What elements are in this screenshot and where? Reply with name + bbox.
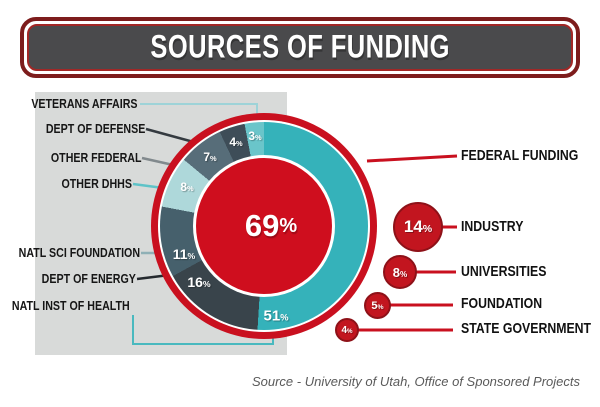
- label-other-dhhs: OTHER DHHS: [61, 176, 132, 191]
- bubble-foundation: 5%: [364, 292, 391, 319]
- page-title: SOURCES OF FUNDING: [150, 29, 450, 65]
- segment-label-natl-sci-foundation: 11%: [172, 246, 196, 262]
- label-natl-sci-foundation: NATL SCI FOUNDATION: [18, 245, 140, 260]
- label-universities: UNIVERSITIES: [461, 263, 547, 280]
- title-banner-inner: SOURCES OF FUNDING: [27, 24, 573, 71]
- source-attribution: Source - University of Utah, Office of S…: [251, 374, 580, 389]
- label-other-federal: OTHER FEDERAL: [50, 150, 141, 165]
- label-dept-of-defense: DEPT OF DEFENSE: [45, 121, 145, 136]
- segment-label-dept-of-defense: 4%: [229, 135, 243, 149]
- bubble-industry: 14%: [393, 202, 443, 252]
- label-state-government: STATE GOVERNMENT: [461, 320, 592, 337]
- title-banner: SOURCES OF FUNDING: [20, 17, 580, 78]
- label-dept-of-energy: DEPT OF ENERGY: [41, 271, 136, 286]
- connector-federal-funding: [366, 154, 458, 163]
- segment-label-other-federal: 7%: [203, 150, 217, 164]
- segment-label-veterans-affairs: 3%: [248, 129, 262, 143]
- bubble-state-government: 4%: [335, 318, 359, 342]
- center-percent: 69%: [244, 208, 298, 243]
- label-natl-inst-of-health: NATL INST OF HEALTH: [12, 298, 130, 313]
- segment-label-natl-inst-of-health: 51%: [263, 307, 289, 325]
- donut-chart: 69% 51% 16% 11% 8% 7% 4% 3%: [151, 113, 377, 339]
- donut-center: 69%: [196, 158, 332, 294]
- bubble-universities: 8%: [383, 255, 417, 289]
- label-foundation: FOUNDATION: [461, 295, 543, 312]
- label-federal-funding: FEDERAL FUNDING: [461, 147, 579, 164]
- label-industry: INDUSTRY: [461, 218, 524, 235]
- segment-label-other-dhhs: 8%: [180, 180, 194, 194]
- segment-label-dept-of-energy: 16%: [187, 274, 211, 290]
- label-veterans-affairs: VETERANS AFFAIRS: [31, 96, 138, 111]
